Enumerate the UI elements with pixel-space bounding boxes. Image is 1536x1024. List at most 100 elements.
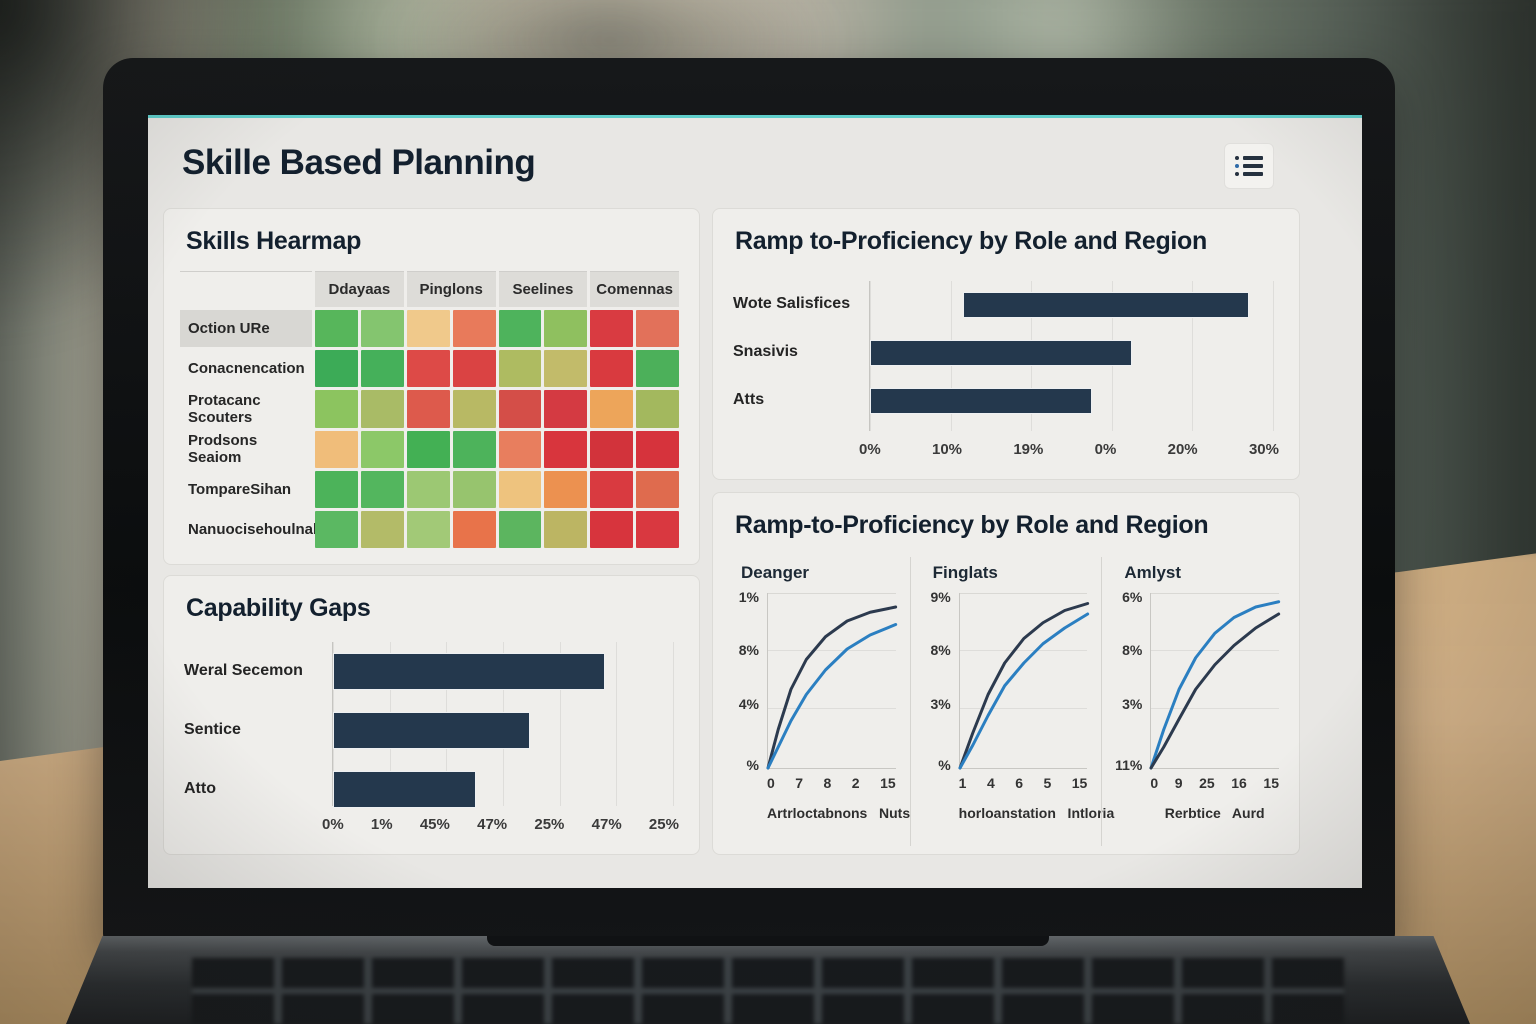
line-chart-svg bbox=[768, 593, 896, 768]
heatmap-cell[interactable] bbox=[360, 310, 404, 348]
bar-label: Snasivis bbox=[733, 343, 798, 360]
skills-heatmap-panel: Skills Hearmap Ddayaas Pinglons Seelines Co… bbox=[163, 208, 700, 565]
line-charts-row: Deanger 1% 8% 4%% 0 7 8 2 15 Artrloctabnons Nuts F… bbox=[719, 557, 1293, 846]
bar[interactable] bbox=[333, 653, 605, 690]
bar[interactable] bbox=[870, 388, 1092, 414]
heatmap-cell[interactable] bbox=[544, 310, 588, 348]
heatmap-cell[interactable] bbox=[452, 470, 496, 508]
heatmap-cell[interactable] bbox=[360, 430, 404, 468]
bar-label: Weral Secemon bbox=[184, 661, 303, 679]
heatmap-title: Skills Hearmap bbox=[186, 227, 362, 255]
bar-labels: Wote Salisfices Snasivis Atts bbox=[733, 281, 861, 431]
heatmap-cell[interactable] bbox=[360, 390, 404, 428]
heatmap-column-header: Comennas bbox=[590, 271, 679, 307]
heatmap-cell[interactable] bbox=[498, 350, 542, 388]
heatmap-cell[interactable] bbox=[498, 310, 542, 348]
heatmap-cell[interactable] bbox=[360, 510, 404, 548]
line-chart-title: Amlyst bbox=[1124, 563, 1182, 582]
heatmap-cell[interactable] bbox=[590, 510, 634, 548]
line-chart-x-ticks: 1 4 6 5 15 bbox=[959, 775, 1088, 791]
heatmap-cell[interactable] bbox=[590, 470, 634, 508]
heatmap-cell[interactable] bbox=[544, 390, 588, 428]
line-chart-body: 9% 8% 3%% 1 4 6 5 15 horloanstation Intloria bbox=[921, 589, 1114, 821]
heatmap-cell[interactable] bbox=[406, 350, 450, 388]
heatmap-cell[interactable] bbox=[636, 430, 679, 468]
line-series bbox=[1151, 602, 1279, 768]
bar-label: Atto bbox=[184, 779, 216, 797]
bar-gridline bbox=[673, 642, 674, 806]
heatmap-column-header: Pinglons bbox=[406, 271, 496, 307]
heatmap-cell[interactable] bbox=[315, 430, 358, 468]
line-chart: Amlyst 6% 8% 3% 11% 0 9 25 16 15 Rerbtice Aurd bbox=[1101, 557, 1293, 846]
heatmap-cell[interactable] bbox=[498, 430, 542, 468]
x-tick-label: 25 bbox=[1199, 775, 1215, 791]
bar-band bbox=[870, 388, 1273, 414]
heatmap-cell[interactable] bbox=[544, 350, 588, 388]
heatmap-cell[interactable] bbox=[590, 310, 634, 348]
x-tick-label: 8 bbox=[823, 775, 832, 791]
bar-x-tick: 45% bbox=[419, 816, 450, 833]
heatmap-cell[interactable] bbox=[498, 390, 542, 428]
list-view-button[interactable] bbox=[1224, 143, 1274, 189]
line-chart-y-labels: 6% 8% 3% 11% bbox=[1112, 589, 1142, 773]
y-tick-label: % bbox=[938, 756, 951, 773]
heatmap-cell[interactable] bbox=[406, 310, 450, 348]
x-tick-label: 1 bbox=[958, 775, 967, 791]
heatmap-cell[interactable] bbox=[315, 390, 358, 428]
heatmap-corner-cell bbox=[180, 271, 312, 307]
heatmap-cell[interactable] bbox=[452, 350, 496, 388]
x-tick-label: 4 bbox=[986, 775, 995, 791]
heatmap-cell[interactable] bbox=[406, 470, 450, 508]
heatmap-cell[interactable] bbox=[452, 510, 496, 548]
y-tick-label: 4% bbox=[738, 695, 759, 712]
heatmap-column-header: Ddayaas bbox=[315, 271, 404, 307]
y-tick-label: % bbox=[746, 756, 759, 773]
ramp-line-panel: Ramp-to-Proficiency by Role and Region D… bbox=[712, 492, 1300, 855]
bar-label: Atts bbox=[733, 391, 765, 408]
heatmap-cell[interactable] bbox=[406, 390, 450, 428]
line-chart-y-labels: 1% 8% 4%% bbox=[729, 589, 759, 773]
heatmap-cell[interactable] bbox=[590, 430, 634, 468]
line-chart-x-ticks: 0 9 25 16 15 bbox=[1150, 775, 1279, 791]
laptop-keyboard bbox=[192, 958, 1344, 1024]
heatmap-cell[interactable] bbox=[406, 430, 450, 468]
heatmap-cell[interactable] bbox=[498, 510, 542, 548]
heatmap-cell[interactable] bbox=[360, 470, 404, 508]
heatmap-cell[interactable] bbox=[315, 470, 358, 508]
bar-x-tick: 1% bbox=[370, 816, 393, 833]
bar-x-tick: 10% bbox=[931, 441, 963, 458]
heatmap-cell[interactable] bbox=[636, 350, 679, 388]
heatmap-cell[interactable] bbox=[544, 510, 588, 548]
heatmap-row-label: Conacnencation bbox=[188, 360, 305, 378]
heatmap-cell[interactable] bbox=[452, 310, 496, 348]
heatmap-cell[interactable] bbox=[544, 430, 588, 468]
heatmap-cell[interactable] bbox=[636, 470, 679, 508]
heatmap-cell[interactable] bbox=[452, 430, 496, 468]
heatmap-cell[interactable] bbox=[452, 390, 496, 428]
bar-x-tick: 47% bbox=[477, 816, 508, 833]
heatmap-cell[interactable] bbox=[544, 470, 588, 508]
bar[interactable] bbox=[962, 292, 1249, 318]
x-tick-label: 16 bbox=[1231, 775, 1247, 791]
heatmap-cell[interactable] bbox=[636, 510, 679, 548]
heatmap-cell[interactable] bbox=[498, 470, 542, 508]
bar-gridline bbox=[559, 642, 561, 806]
heatmap-cell[interactable] bbox=[636, 310, 679, 348]
heatmap-cell[interactable] bbox=[590, 390, 634, 428]
x-tick-label: 6 bbox=[1015, 775, 1023, 791]
bar-x-ticks: 0% 1% 45% 47% 25% 47% 25% bbox=[322, 816, 679, 840]
heatmap-cell[interactable] bbox=[590, 350, 634, 388]
bar-x-tick: 0% bbox=[859, 441, 881, 458]
heatmap-cell[interactable] bbox=[315, 310, 358, 348]
heatmap-cell[interactable] bbox=[406, 510, 450, 548]
y-tick-label: 3% bbox=[930, 695, 951, 712]
heatmap-cell[interactable] bbox=[315, 510, 358, 548]
bar[interactable] bbox=[333, 771, 476, 808]
bar[interactable] bbox=[333, 712, 531, 749]
heatmap-row-label: Prodsons Seaiom bbox=[188, 432, 258, 467]
heatmap-cell[interactable] bbox=[636, 390, 679, 428]
bar[interactable] bbox=[870, 340, 1132, 366]
heatmap-cell[interactable] bbox=[315, 350, 358, 388]
heatmap-cell[interactable] bbox=[360, 350, 404, 388]
laptop-hinge bbox=[487, 936, 1049, 946]
